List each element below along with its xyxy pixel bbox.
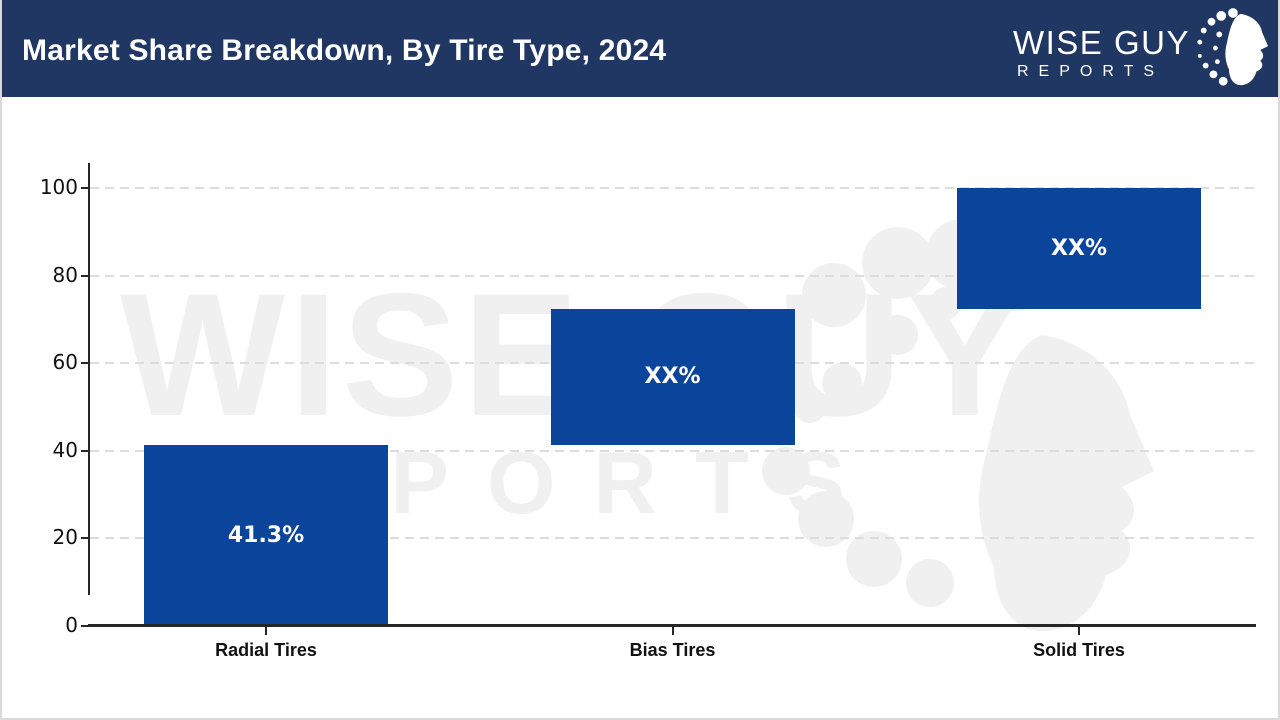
bar-value-label: 41.3% [227, 523, 305, 549]
x-axis-spine [88, 624, 1256, 627]
y-axis-spine [88, 163, 90, 595]
y-tick-label: 20 [52, 525, 78, 550]
y-tick-mark [81, 187, 90, 189]
bar: 41.3% [144, 445, 388, 626]
y-tick-mark [81, 625, 90, 627]
page-title: Market Share Breakdown, By Tire Type, 20… [22, 34, 667, 67]
x-tick-mark [1078, 627, 1080, 635]
y-tick-mark [81, 362, 90, 365]
bar: XX% [550, 308, 795, 446]
logo-text: WISE GUY REPORTS [1013, 24, 1190, 81]
x-category-label: Solid Tires [1033, 640, 1125, 660]
logo-wordmark: WISE GUY [1012, 24, 1190, 61]
wiseguy-logo: WISE GUY REPORTS [1005, 6, 1270, 92]
bar: XX% [957, 188, 1201, 309]
y-tick-label: 60 [52, 350, 78, 375]
gridline [90, 449, 1255, 452]
plot-area: 0 20 40 60 80 100 41.3% Radial Tires XX% Bias Tir… [2, 97, 1278, 718]
header-bar: Market Share Breakdown, By Tire Type, 20… [2, 0, 1278, 97]
x-tick-mark [671, 627, 674, 635]
x-category-label: Radial Tires [215, 640, 317, 660]
y-tick-mark [81, 449, 90, 452]
y-tick-mark [81, 274, 90, 277]
logo-subtitle: REPORTS [1016, 63, 1165, 80]
y-tick-mark [81, 537, 90, 540]
bar-value-label: XX% [1051, 235, 1107, 261]
gridline [90, 537, 1255, 540]
x-category-label: Bias Tires [629, 640, 716, 660]
bar-value-label: XX% [644, 364, 701, 390]
y-tick-label: 40 [52, 437, 78, 462]
y-tick-label: 0 [65, 613, 78, 637]
y-tick-label: 80 [52, 262, 78, 287]
logo-face-icon [1197, 8, 1269, 86]
gridline [90, 187, 1255, 189]
y-tick-label: 100 [39, 175, 78, 199]
gridline [90, 274, 1255, 277]
x-tick-mark [265, 627, 267, 635]
